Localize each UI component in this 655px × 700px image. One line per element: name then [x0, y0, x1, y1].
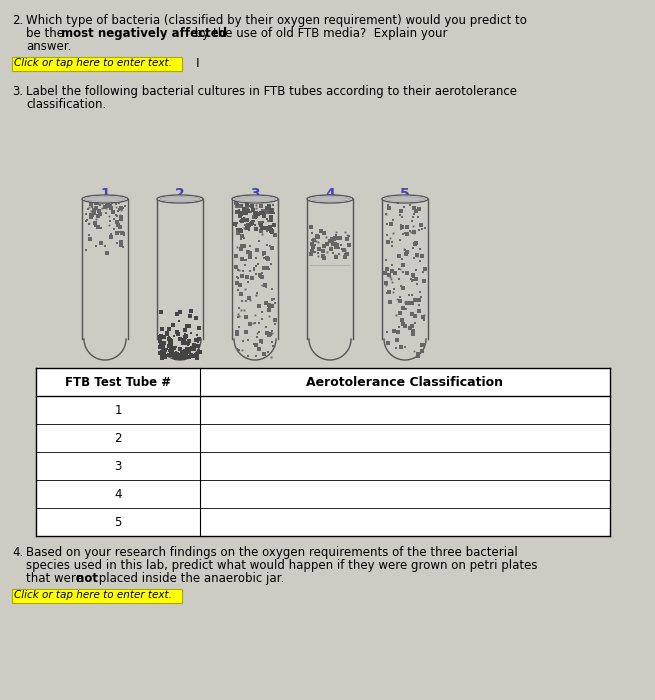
FancyBboxPatch shape [12, 589, 182, 603]
Text: 4: 4 [114, 487, 122, 500]
Ellipse shape [310, 197, 350, 202]
Text: Label the following bacterial cultures in FTB tubes according to their aerotoler: Label the following bacterial cultures i… [26, 85, 517, 98]
Text: placed inside the anaerobic jar.: placed inside the anaerobic jar. [95, 572, 284, 585]
Text: 1: 1 [114, 403, 122, 416]
Text: not: not [76, 572, 98, 585]
Text: species used in this lab, predict what would happen if they were grown on petri : species used in this lab, predict what w… [26, 559, 538, 572]
Text: 5: 5 [400, 187, 410, 201]
Ellipse shape [157, 195, 203, 203]
Text: 2.: 2. [12, 14, 23, 27]
FancyBboxPatch shape [12, 57, 182, 71]
Text: Click or tap here to enter text.: Click or tap here to enter text. [14, 58, 172, 68]
Ellipse shape [234, 197, 276, 202]
Text: I: I [196, 57, 200, 70]
Text: Aerotolerance Classification: Aerotolerance Classification [307, 375, 504, 389]
Ellipse shape [84, 197, 126, 202]
Text: be the: be the [26, 27, 67, 40]
Text: 4.: 4. [12, 546, 23, 559]
Text: that were: that were [26, 572, 86, 585]
Ellipse shape [307, 195, 353, 203]
Ellipse shape [382, 195, 428, 203]
Ellipse shape [232, 195, 278, 203]
Text: Click or tap here to enter text.: Click or tap here to enter text. [14, 590, 172, 600]
Text: Which type of bacteria (classified by their oxygen requirement) would you predic: Which type of bacteria (classified by th… [26, 14, 527, 27]
Text: 2: 2 [175, 187, 185, 201]
Text: FTB Test Tube #: FTB Test Tube # [65, 375, 171, 389]
Text: answer.: answer. [26, 40, 71, 53]
Text: 4: 4 [325, 187, 335, 201]
FancyBboxPatch shape [36, 368, 610, 536]
Text: 1: 1 [100, 187, 110, 201]
Text: 2: 2 [114, 431, 122, 444]
Text: 3: 3 [250, 187, 260, 201]
Text: 3.: 3. [12, 85, 23, 98]
Ellipse shape [384, 197, 426, 202]
Ellipse shape [160, 197, 200, 202]
Text: classification.: classification. [26, 98, 106, 111]
Text: by the use of old FTB media?  Explain your: by the use of old FTB media? Explain you… [191, 27, 447, 40]
Text: 5: 5 [115, 515, 122, 528]
Text: 3: 3 [115, 459, 122, 473]
Text: Based on your research findings on the oxygen requirements of the three bacteria: Based on your research findings on the o… [26, 546, 517, 559]
Ellipse shape [82, 195, 128, 203]
Text: most negatively affected: most negatively affected [61, 27, 227, 40]
